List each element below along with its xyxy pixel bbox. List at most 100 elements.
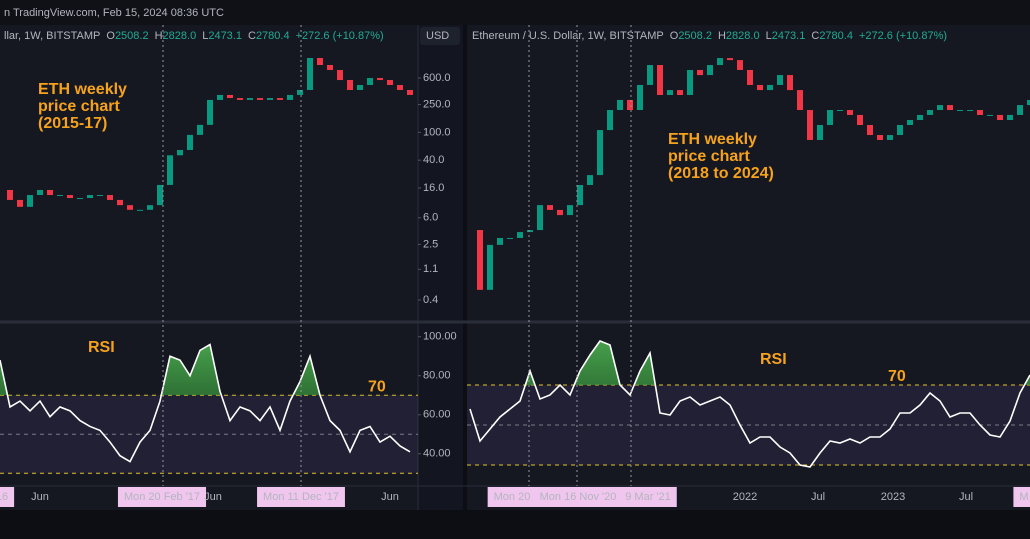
candle (217, 94, 223, 100)
x-tick-label: Jul (811, 491, 825, 503)
quote: 2508.2 (678, 30, 712, 42)
x-tick-label: 2022 (733, 491, 757, 503)
candle (147, 205, 153, 210)
rsi-line (0, 343, 411, 463)
candle (527, 230, 533, 233)
candle (917, 114, 923, 121)
candle (487, 244, 493, 290)
x-tick-label: Mon 11 Dec '17 (263, 491, 339, 503)
candle (137, 209, 143, 211)
quote: C (811, 30, 819, 42)
quote: 2473.1 (208, 30, 242, 42)
y-tick-label: 2.5 (423, 238, 438, 250)
rsi-line (469, 340, 1030, 468)
candle (947, 105, 953, 111)
x-tick-label: M (1019, 491, 1028, 503)
x-tick-label: Mon 20 (494, 491, 531, 503)
candle (347, 80, 353, 90)
quote: C (248, 30, 256, 42)
x-tick-label: 9 Mar '21 (625, 491, 671, 503)
candle (747, 69, 753, 85)
candle (567, 205, 573, 216)
candle (17, 199, 23, 207)
quote: O (106, 30, 115, 42)
candle (267, 98, 273, 100)
candle (797, 90, 803, 111)
quote: H (718, 30, 726, 42)
candle (537, 205, 543, 231)
candle (707, 65, 713, 76)
x-tick-label: Jul (959, 491, 973, 503)
candle (157, 184, 163, 206)
candle (227, 94, 233, 99)
y-tick-label: 1.1 (423, 263, 438, 275)
candle (517, 232, 523, 238)
candle (907, 120, 913, 125)
quote: 2828.0 (726, 30, 760, 42)
candle (857, 114, 863, 125)
x-tick-label: 2023 (881, 491, 905, 503)
legend: Ethereum / U.S. Dollar, 1W, BITSTAMP O250… (472, 30, 947, 42)
candle (197, 124, 203, 135)
y-tick-label: 60.00 (423, 409, 451, 421)
date-box (487, 487, 537, 507)
candle (737, 60, 743, 70)
candle (677, 90, 683, 96)
level-label: 70 (888, 368, 906, 385)
candle (377, 77, 383, 81)
quote: 2828.0 (163, 30, 197, 42)
candle (477, 230, 483, 290)
candle (1017, 105, 1023, 115)
y-tick-label: 40.0 (423, 154, 444, 166)
currency-box (420, 27, 460, 45)
candle (697, 69, 703, 76)
candle (397, 85, 403, 90)
candle (57, 195, 63, 197)
candle (867, 124, 873, 136)
candle (617, 99, 623, 111)
y-tick-label: 80.00 (423, 370, 451, 382)
y-tick-label: 100.0 (423, 126, 451, 138)
candle (757, 84, 763, 91)
candle (637, 84, 643, 111)
quote: 2780.4 (256, 30, 290, 42)
y-tick-label: 600.0 (423, 72, 451, 84)
candle (687, 69, 693, 96)
annotation: price chart (38, 98, 120, 115)
candle (27, 195, 33, 207)
candle (927, 110, 933, 115)
candle (967, 110, 973, 112)
date-box (533, 487, 623, 507)
candle (7, 189, 13, 200)
x-tick-label: 16 (0, 491, 8, 503)
quote: +272.6 (+10.87%) (859, 30, 947, 42)
candle (667, 90, 673, 96)
candle (597, 130, 603, 176)
candle (717, 58, 723, 66)
candle (847, 110, 853, 115)
candle (357, 85, 363, 90)
candle (127, 205, 133, 210)
annotation: ETH weekly (38, 81, 127, 98)
candle (507, 237, 513, 239)
candle (987, 114, 993, 116)
date-box (257, 487, 345, 507)
candle (327, 65, 333, 71)
candle (1007, 114, 1013, 121)
candle (207, 99, 213, 125)
y-tick-label: 0.4 (423, 294, 438, 306)
candle (247, 98, 253, 100)
quote: +272.6 (+10.87%) (296, 30, 384, 42)
candle (337, 70, 343, 81)
candle (777, 75, 783, 85)
bottom-bar (0, 510, 1030, 539)
candle (87, 195, 93, 199)
symbol: Ethereum / U.S. Dollar, 1W, BITSTAMP (472, 30, 664, 42)
candle (787, 75, 793, 91)
candle (387, 80, 393, 86)
header-text: n TradingView.com, Feb 15, 2024 08:36 UT… (4, 7, 224, 19)
annotation: ETH weekly (668, 131, 757, 148)
candle (817, 124, 823, 140)
candle (647, 65, 653, 85)
